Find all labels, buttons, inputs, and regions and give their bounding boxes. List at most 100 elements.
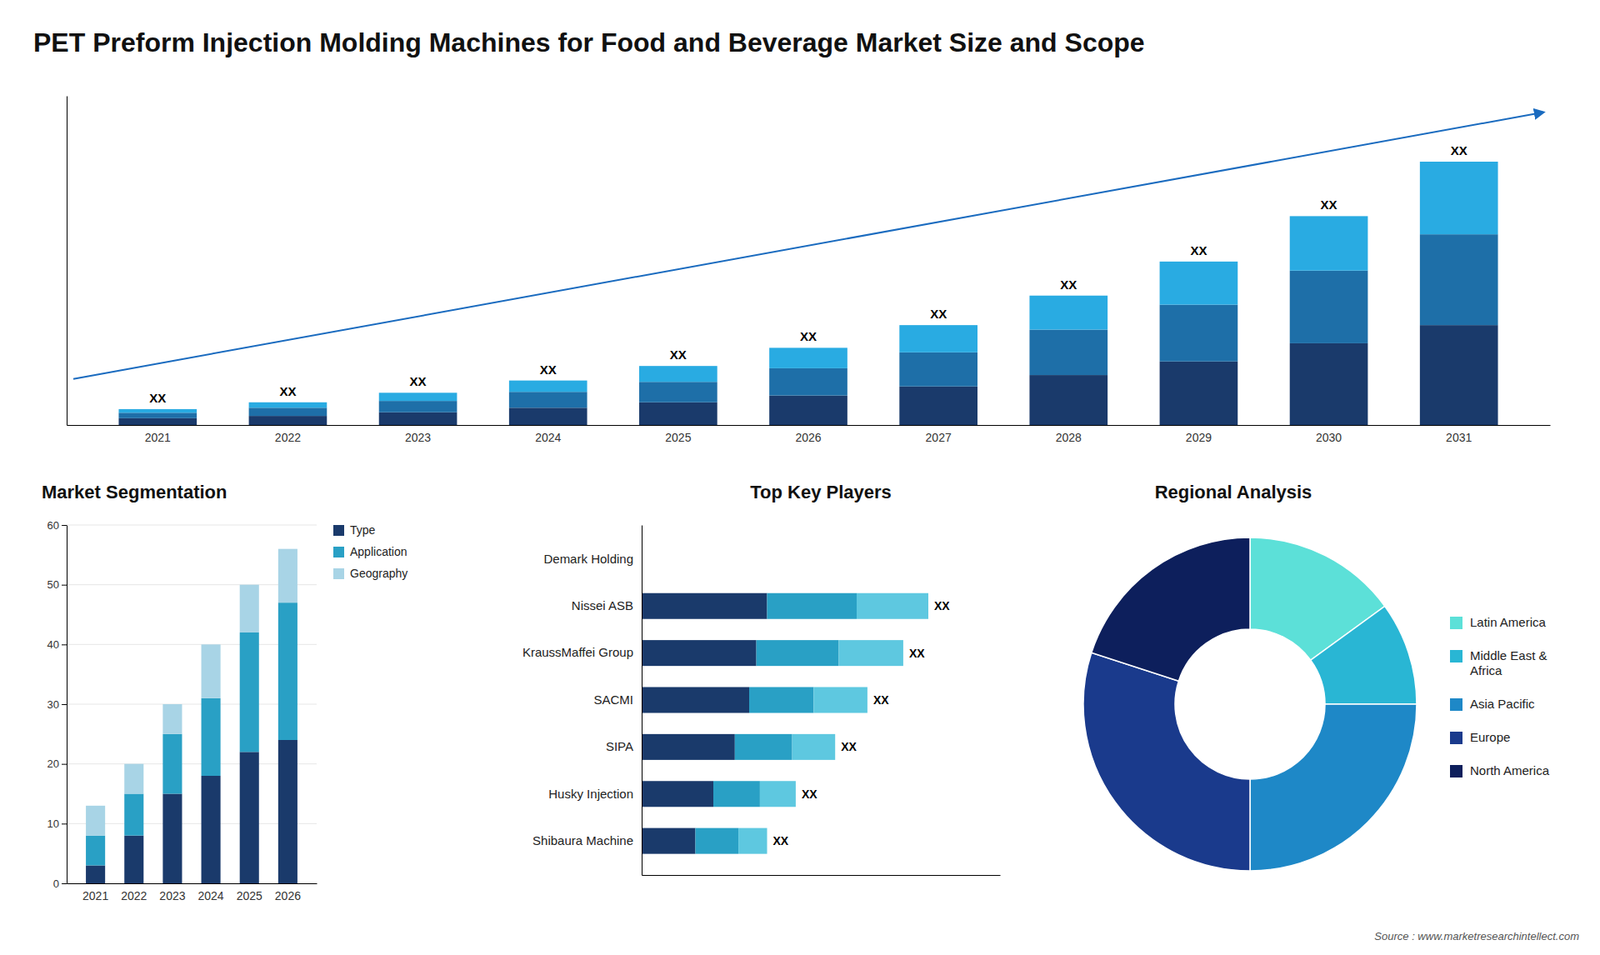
legend-item: North America xyxy=(1450,763,1550,778)
bar xyxy=(1029,330,1108,375)
x-tick: 2031 xyxy=(1445,425,1472,445)
legend-label: Middle East &Africa xyxy=(1470,648,1548,678)
bar-series xyxy=(641,593,768,855)
bars xyxy=(641,593,929,855)
y-tick-label: 10 xyxy=(47,817,60,830)
y-tick-label: Husky Injection xyxy=(548,786,634,801)
data-label: XX xyxy=(540,362,557,377)
y-tick: Shibaura Machine xyxy=(532,833,642,848)
page: PET Preform Injection Molding Machines f… xyxy=(0,0,1600,955)
legend-swatch xyxy=(1450,650,1463,663)
donut-slice xyxy=(1250,704,1417,871)
y-tick-label: SIPA xyxy=(605,739,634,754)
bar xyxy=(278,549,298,604)
bar xyxy=(85,835,105,866)
data-label: XX xyxy=(1320,197,1338,212)
y-tick: 50 xyxy=(47,578,67,591)
legend-item: Middle East &Africa xyxy=(1450,648,1548,678)
trend-arrow xyxy=(73,112,1544,380)
y-tick-label: KraussMaffei Group xyxy=(522,645,634,660)
legend-swatch xyxy=(1450,616,1463,630)
data-label: XX xyxy=(873,693,890,707)
bar xyxy=(1290,343,1369,425)
x-tick-label: 2025 xyxy=(665,430,691,445)
legend: Latin America Middle East &Africa Asia Pac… xyxy=(1450,615,1550,778)
bar-series xyxy=(118,161,1498,413)
x-tick-label: 2031 xyxy=(1445,430,1472,445)
x-axis-line xyxy=(67,425,1551,426)
x-tick-label: 2024 xyxy=(535,430,561,445)
x-tick: 2022 xyxy=(275,425,301,445)
legend-swatch xyxy=(333,525,345,536)
bar xyxy=(240,632,260,752)
x-tick: 2029 xyxy=(1185,425,1212,445)
y-tick: Demark Holding xyxy=(543,551,642,566)
bar xyxy=(85,865,105,885)
bar xyxy=(118,409,197,413)
bar xyxy=(1029,295,1108,330)
legend-swatch xyxy=(333,546,345,558)
x-tick-label: 2028 xyxy=(1055,430,1082,445)
bar xyxy=(856,593,929,620)
bar xyxy=(509,380,588,393)
y-tick-mark xyxy=(61,823,67,825)
y-tick-label: Nissei ASB xyxy=(571,598,634,613)
legend-item: Geography xyxy=(333,566,408,580)
bar xyxy=(767,593,858,620)
legend-label: Geography xyxy=(350,566,408,580)
x-tick: 2021 xyxy=(82,883,109,903)
y-tick-mark xyxy=(61,525,67,526)
x-tick-label: 2023 xyxy=(405,430,431,445)
grid-line xyxy=(66,525,317,526)
y-tick-mark xyxy=(61,704,67,705)
bar xyxy=(1290,270,1369,344)
data-label: XX xyxy=(670,347,687,362)
legend-item: Application xyxy=(333,545,408,559)
data-label: XX xyxy=(410,374,427,389)
bars xyxy=(85,549,298,884)
bar xyxy=(769,395,848,425)
bar xyxy=(118,418,197,425)
bar xyxy=(240,751,260,884)
x-tick-label: 2029 xyxy=(1185,430,1212,445)
bar xyxy=(1420,234,1499,325)
y-axis: Demark Holding Nissei ASB KraussMaffei Gro… xyxy=(522,525,643,876)
legend-swatch xyxy=(1450,731,1463,745)
y-tick-label: SACMI xyxy=(593,692,634,707)
y-tick-label: Shibaura Machine xyxy=(532,833,634,848)
x-axis: 2021202220232024202520262027202820292030… xyxy=(67,425,1551,445)
legend-label: Asia Pacific xyxy=(1470,696,1535,711)
bar xyxy=(756,640,840,666)
bar xyxy=(379,392,458,401)
bar xyxy=(201,698,221,776)
bar xyxy=(641,780,714,807)
legend-swatch xyxy=(1450,765,1463,778)
legend-label: Latin America xyxy=(1470,615,1547,630)
x-tick-label: 2026 xyxy=(275,889,301,903)
y-tick: 0 xyxy=(53,877,67,890)
data-label: XX xyxy=(279,384,296,399)
x-axis: 202120222023202420252026 xyxy=(67,883,318,903)
bar xyxy=(639,365,718,382)
donut-slice xyxy=(1310,605,1417,705)
data-label: XX xyxy=(934,599,950,613)
x-tick: 2024 xyxy=(197,883,224,903)
x-tick-label: 2021 xyxy=(145,430,171,445)
bar xyxy=(641,734,735,760)
bar xyxy=(813,686,868,713)
y-tick-label: 40 xyxy=(47,638,60,651)
bar xyxy=(735,734,793,760)
y-axis-line xyxy=(641,525,643,876)
x-tick-label: 2021 xyxy=(82,889,109,903)
data-label: XX xyxy=(800,329,817,344)
bar xyxy=(249,402,328,409)
bars xyxy=(118,161,1498,425)
donut-chart xyxy=(1083,537,1417,871)
bar xyxy=(899,325,978,353)
bar xyxy=(1420,161,1499,235)
x-tick-label: 2025 xyxy=(236,889,263,903)
y-tick: 30 xyxy=(47,698,67,711)
bar-series xyxy=(85,549,298,836)
bar xyxy=(124,794,144,836)
y-tick-mark xyxy=(61,883,67,885)
